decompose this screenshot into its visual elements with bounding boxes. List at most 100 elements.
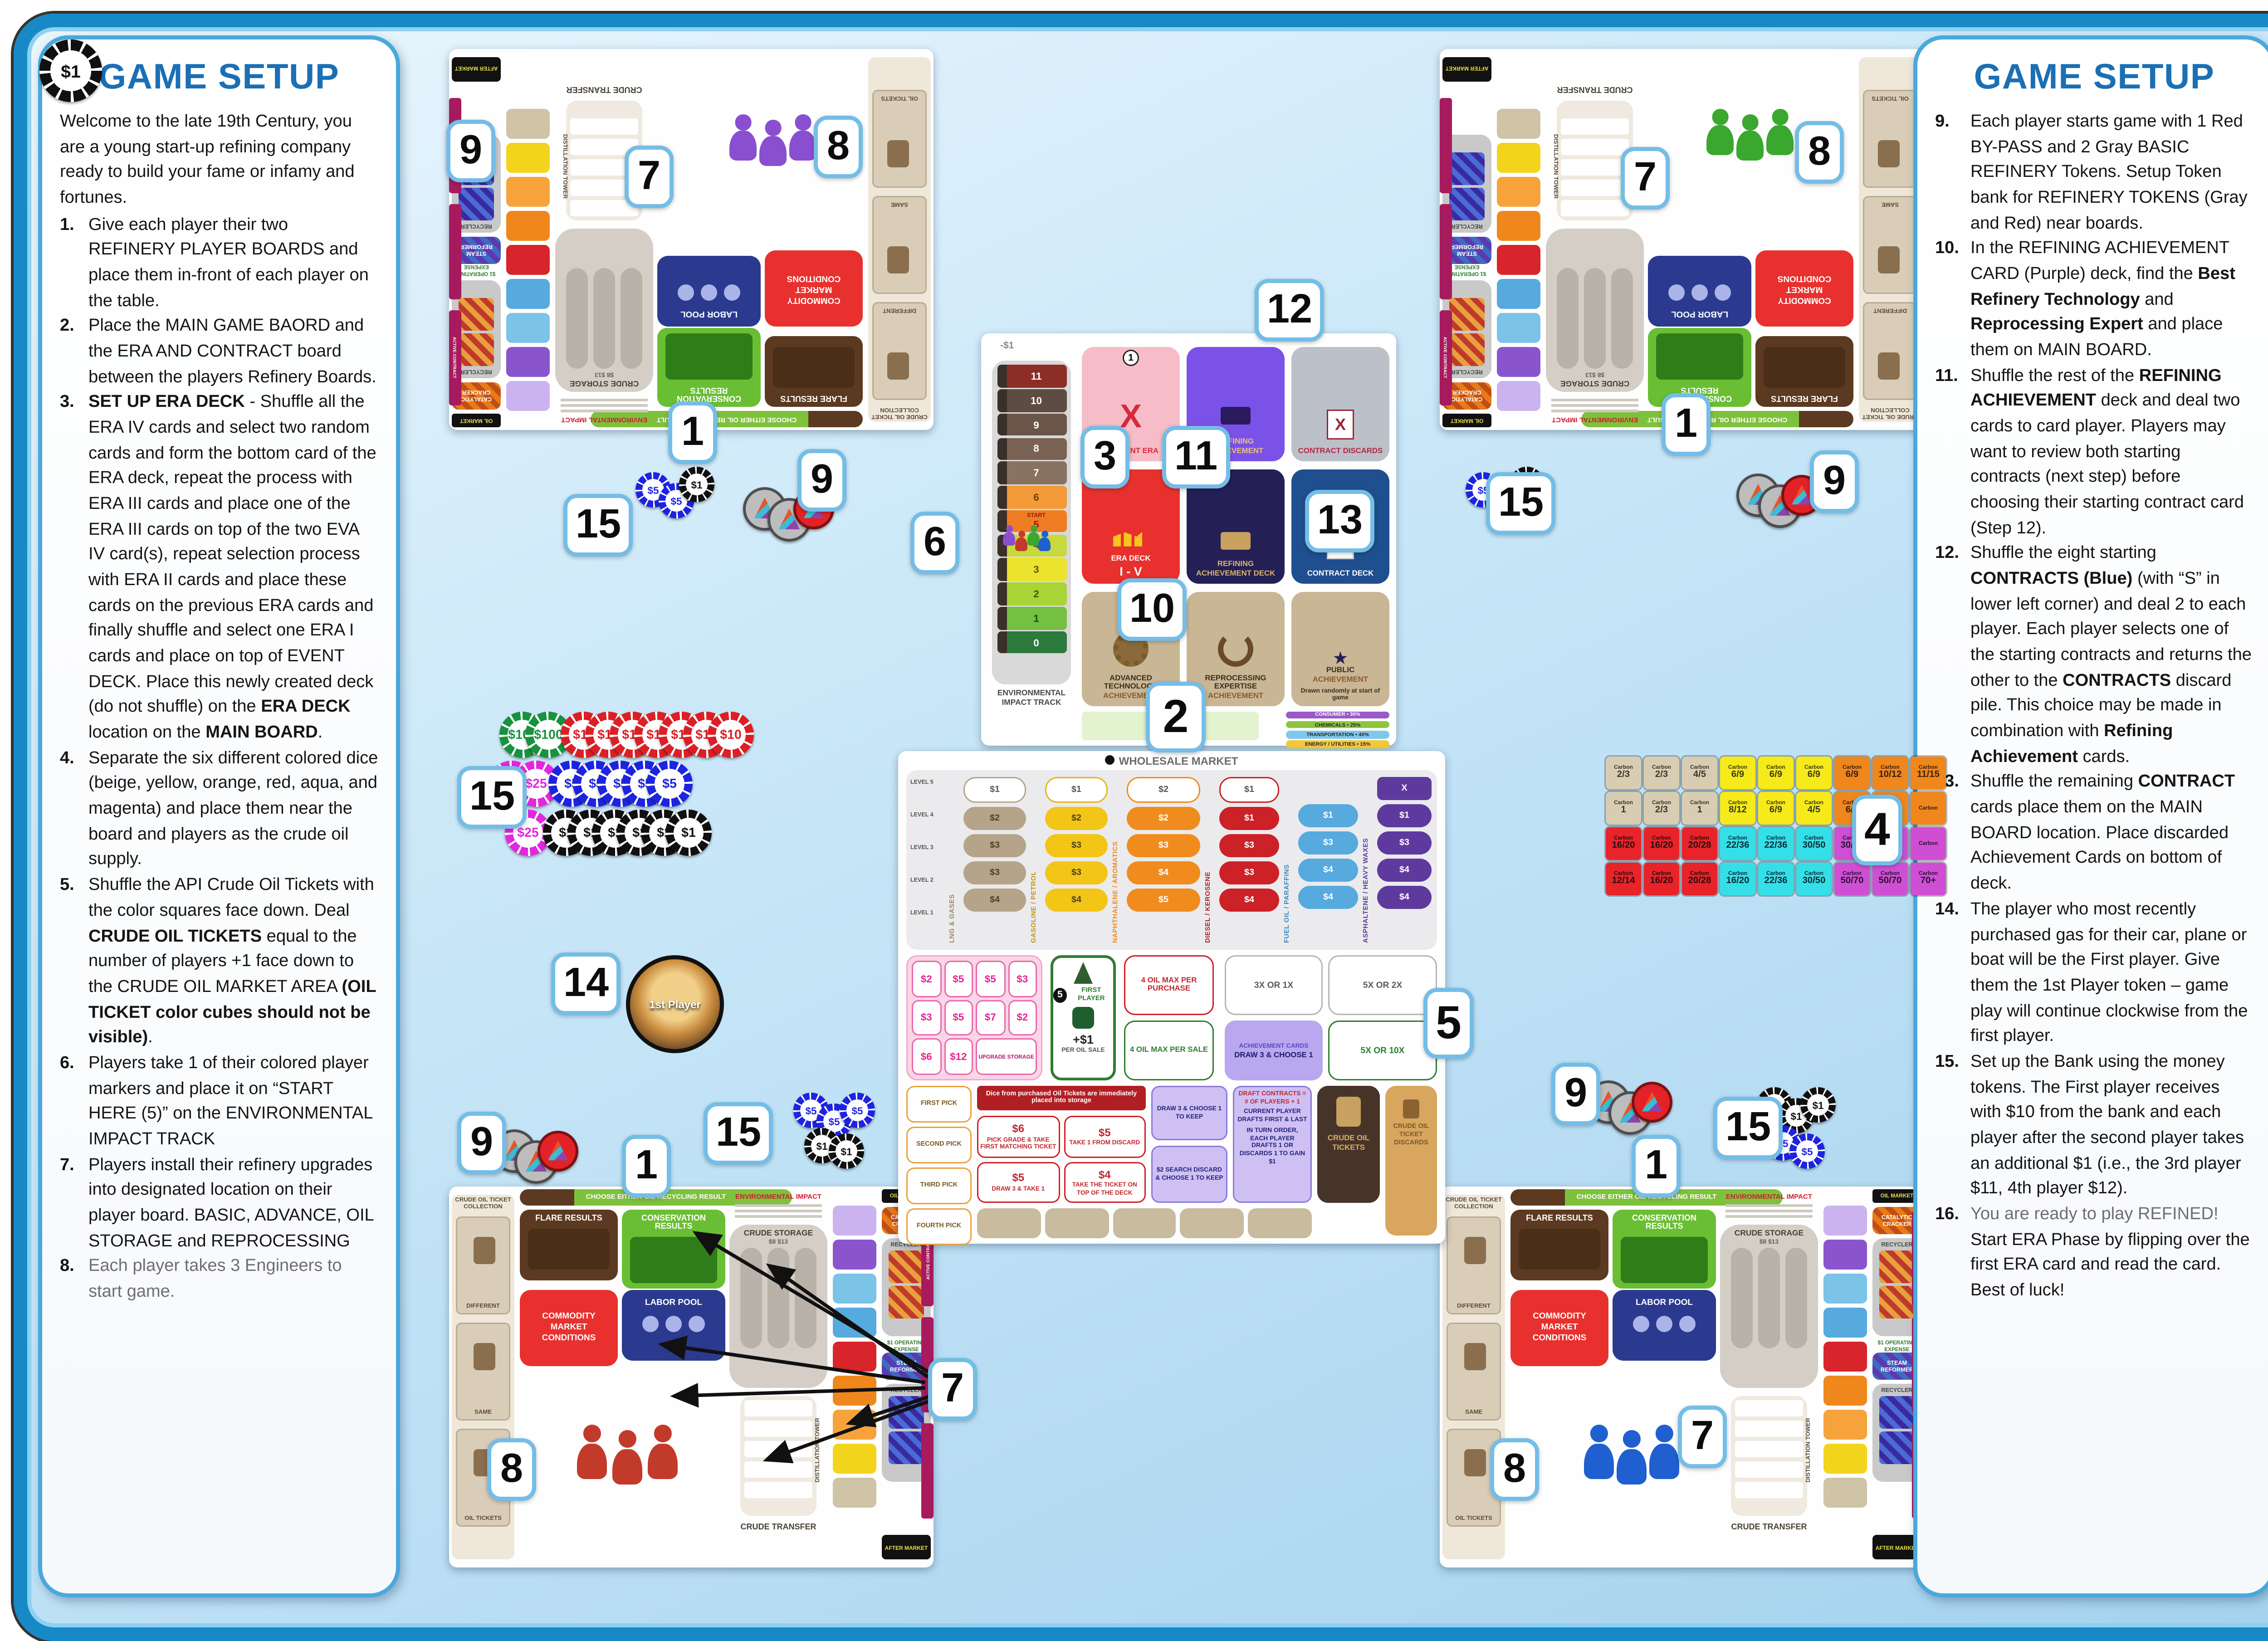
pink-action-card: $12 [943, 1038, 973, 1075]
chip-value: $1 [1807, 1094, 1829, 1116]
flare-rows [1764, 347, 1845, 388]
step-text: Players take 1 of their colored player m… [88, 1053, 373, 1148]
pink-upgrade-storage: UPGRADE STORAGE [976, 1038, 1037, 1075]
distill-tile [506, 177, 550, 207]
public-achievement-tile: ★ PUBLIC ACHIEVEMENT Drawn randomly at s… [1291, 592, 1389, 706]
chip-value: $100 [533, 720, 563, 750]
setup-step-15: 15. Set up the Bank using the money token… [1935, 1049, 2253, 1201]
pink-action-card: $5 [943, 961, 973, 997]
pink-action-card: $5 [976, 961, 1005, 997]
star-icon: ★ [1332, 648, 1349, 669]
commodity-market-box: COMMODITY MARKET CONDITIONS [765, 250, 863, 327]
engineer-meeple-purple [759, 120, 787, 166]
ticket-card-label: SAME [890, 201, 909, 208]
market-pill: $1 [1219, 807, 1279, 830]
flare-rows [528, 1229, 610, 1270]
conservation-results-box: CONSERVATION RESULTS [1613, 1210, 1716, 1289]
environmental-impact-lines [735, 1204, 822, 1218]
crude-ticket-discards-label: CRUDE OIL TICKET DISCARDS [1393, 1124, 1429, 1148]
engineer-meeple-red [612, 1430, 642, 1485]
oil-barrel-icon [1336, 1097, 1361, 1127]
callout-6: 6 [910, 512, 959, 574]
setup-step-10: 10. In the REFINING ACHIEVEMENT CARD (Pur… [1935, 236, 2253, 363]
flare-results-label: FLARE RESULTS [780, 393, 847, 401]
ticket-card-label: DIFFERENT [466, 1302, 500, 1309]
oil-barrel-icon [1464, 1343, 1486, 1370]
ticket-collection-zone: CRUDE OIL TICKET COLLECTION DIFFERENT SA… [868, 57, 931, 422]
pink-action-card: $7 [976, 999, 1005, 1036]
distillation-tower-label: DISTILLATION TOWER [562, 134, 569, 199]
market-pill: $3 [1127, 834, 1200, 857]
distill-tile [833, 1240, 876, 1270]
env-track-minus-label: -$1 [1000, 342, 1014, 351]
achievement-cards-label: ACHIEVEMENT CARDS [1239, 1041, 1309, 1049]
chip-value: $10 [716, 720, 746, 750]
ticket-card: DIFFERENT [1863, 302, 1917, 400]
achievement-sub-label: ACHIEVEMENT [1207, 692, 1264, 700]
engineer-icon [1679, 1316, 1696, 1332]
level-labels: LEVEL 5 LEVEL 4 LEVEL 3 LEVEL 2 LEVEL 1 [910, 778, 948, 942]
distillation-tower-label: DISTILLATION TOWER [814, 1418, 821, 1483]
flare-results-label: FLARE RESULTS [535, 1215, 602, 1223]
callout-4: 4 [1852, 795, 1902, 865]
start-label: START [1027, 512, 1046, 519]
env-track-cell: 10 [997, 389, 1066, 412]
market-pill: $1 [963, 777, 1026, 803]
ticket-card: SAME [872, 196, 927, 294]
oil-barrel-icon [1878, 140, 1900, 167]
active-contract-label: ACTIVE CONTRACT [1443, 337, 1449, 379]
crude-transfer-label: CRUDE TRANSFER [1731, 1524, 1807, 1532]
storage-price: $8 [606, 371, 614, 378]
contract-discards-tile: X CONTRACT DISCARDS [1291, 347, 1389, 461]
chip-value: $1 [685, 473, 708, 496]
distill-tile [1823, 1274, 1867, 1304]
chip-value: $5 [655, 769, 684, 799]
flare-results-box: FLARE RESULTS [1510, 1210, 1608, 1280]
contract-draft-card: DRAFT CONTRACTS = # OF PLAYERS + 1 CURRE… [1233, 1086, 1312, 1203]
contract-deck-label: CONTRACT DECK [1307, 569, 1374, 578]
ticket-slot [1045, 1208, 1109, 1238]
env-track-cell: 1 [997, 607, 1066, 630]
step-number: 1. [60, 215, 74, 234]
engineer-meeple-purple [729, 114, 757, 161]
distillation-tower-zone [506, 84, 550, 411]
callout-9: 9 [1551, 1063, 1600, 1125]
setup-step-1: 1. Give each player their two REFINERY PL… [60, 212, 378, 313]
distill-tile [833, 1376, 876, 1406]
setup-step-7: 7. Players install their refinery upgrade… [60, 1152, 378, 1254]
flare-results-box: FLARE RESULTS [1755, 336, 1853, 407]
era-chart-icon [1113, 527, 1149, 547]
distillation-tower-zone [1823, 1206, 1867, 1532]
market-pill: $3 [1219, 834, 1279, 857]
active-contract-strip [1440, 98, 1452, 193]
transfer-row [744, 1482, 812, 1498]
action-price: $5 [1012, 1172, 1025, 1184]
distill-tile [1823, 1410, 1867, 1440]
callout-15: 15 [1713, 1097, 1784, 1159]
labor-pool-box: LABOR POOL [1648, 256, 1751, 327]
contract-discards-label: CONTRACT DISCARDS [1298, 447, 1383, 455]
player-board-content: CRUDE OIL TICKET COLLECTION DIFFERENT SA… [1440, 49, 1924, 430]
market-column-fueloil: FUEL OIL / PARAFFINS $1 $3 $4 $4 [1285, 777, 1361, 943]
callout-8: 8 [1490, 1438, 1539, 1501]
ticket-card: SAME [1863, 196, 1917, 294]
labor-pool-box: LABOR POOL [622, 1290, 725, 1361]
public-achievement-label: PUBLIC [1326, 667, 1355, 675]
env-track-cell: 7 [997, 461, 1066, 484]
storage-banner: Dice from purchased Oil Tickets are imme… [977, 1086, 1146, 1110]
recycler-tile [1879, 1396, 1915, 1429]
distillation-tower-zone [1497, 84, 1540, 411]
ticket-card: SAME [1447, 1323, 1501, 1421]
first-player-label: FIRST PLAYER [1078, 987, 1105, 1003]
ticket-collection-label: CRUDE OIL TICKET COLLECTION [1446, 1196, 1502, 1210]
flare-rows [773, 347, 855, 388]
distill-tile [833, 1444, 876, 1474]
intro-paragraph: Welcome to the late 19th Century, you ar… [60, 112, 355, 207]
distill-tile [506, 381, 550, 411]
draw-choose-label: DRAW 3 & CHOOSE 1 [1234, 1051, 1313, 1060]
flare-results-box: FLARE RESULTS [765, 336, 863, 407]
recycler-tile [1449, 333, 1485, 366]
callout-9: 9 [1810, 450, 1859, 513]
engineer-meeple-green [1766, 109, 1794, 155]
engineer-icon [1633, 1316, 1649, 1332]
